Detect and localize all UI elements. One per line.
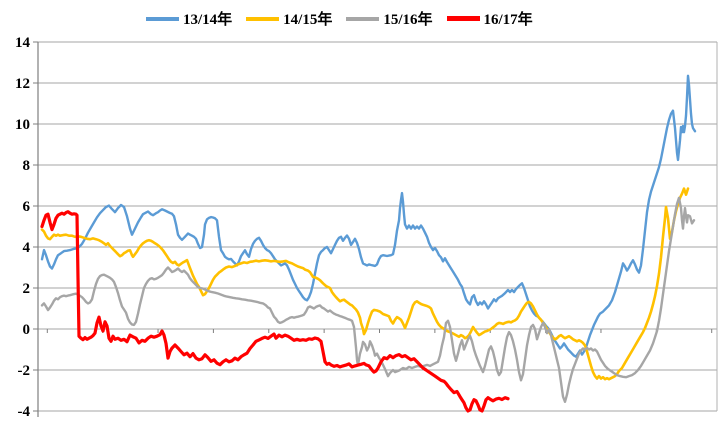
series-line-16-17年	[40, 210, 510, 413]
legend-item-15-16: 15/16年	[346, 8, 433, 29]
y-axis-label--2: -2	[18, 363, 31, 379]
chart-legend: 13/14年 14/15年 15/16年 16/17年	[146, 8, 533, 29]
series-line-14-15年	[40, 187, 690, 381]
legend-item-16-17: 16/17年	[446, 8, 533, 29]
legend-label-15-16: 15/16年	[383, 12, 433, 28]
legend-swatch-13-14-icon	[146, 16, 179, 21]
legend-label-13-14: 13/14年	[183, 12, 233, 28]
y-axis-label-14: 14	[15, 35, 31, 51]
legend-swatch-14-15-icon	[246, 16, 280, 21]
y-axis-label-10: 10	[15, 117, 30, 133]
series-line-13-14年	[40, 74, 697, 358]
series-line-15-16年	[40, 196, 696, 403]
legend-swatch-16-17-icon	[446, 16, 480, 21]
legend-swatch-15-16-icon	[346, 16, 380, 21]
y-axis-label-2: 2	[23, 281, 31, 297]
y-axis-label--4: -4	[18, 404, 31, 420]
legend-label-14-15: 14/15年	[283, 12, 333, 28]
legend-item-13-14: 13/14年	[146, 8, 232, 29]
y-axis-label-0: 0	[23, 322, 31, 338]
y-axis-label-12: 12	[15, 76, 30, 92]
y-axis-label-4: 4	[23, 240, 31, 256]
legend-label-16-17: 16/17年	[483, 12, 533, 28]
y-axis-label-6: 6	[23, 199, 31, 215]
legend-item-14-15: 14/15年	[246, 8, 332, 29]
y-axis-label-8: 8	[23, 158, 31, 174]
